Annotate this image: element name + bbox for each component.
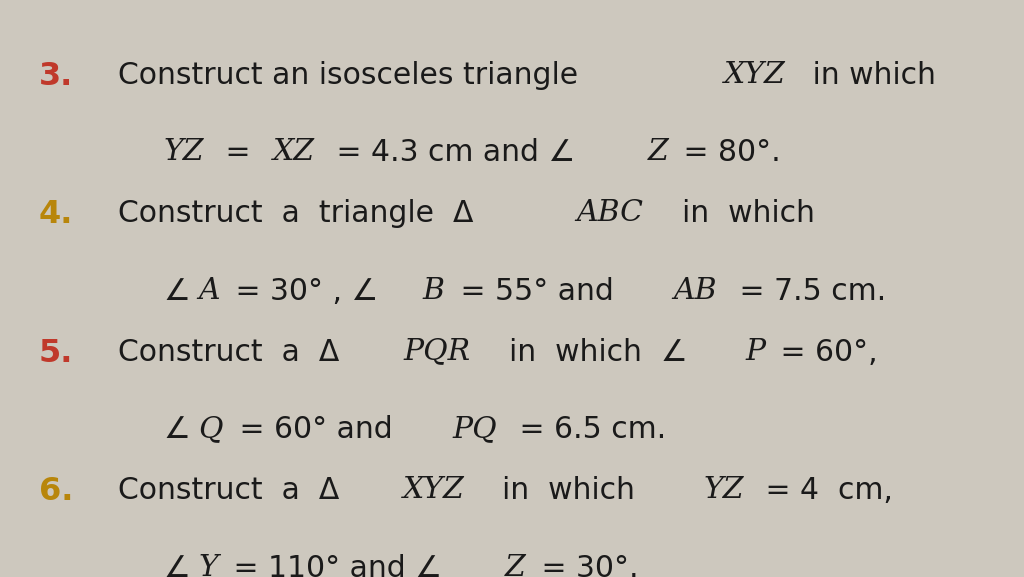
Text: Construct an isosceles triangle: Construct an isosceles triangle: [118, 61, 588, 89]
Text: Q: Q: [199, 415, 223, 444]
Text: = 30°.: = 30°.: [531, 554, 639, 577]
Text: Z: Z: [647, 138, 668, 167]
Text: XYZ: XYZ: [403, 476, 465, 504]
Text: Construct  a  Δ: Construct a Δ: [118, 338, 339, 366]
Text: XZ: XZ: [272, 138, 314, 167]
Text: 3.: 3.: [39, 61, 73, 92]
Text: = 110° and ∠: = 110° and ∠: [224, 554, 441, 577]
Text: = 6.5 cm.: = 6.5 cm.: [510, 415, 666, 444]
Text: B: B: [423, 277, 444, 305]
Text: = 55° and: = 55° and: [452, 277, 624, 306]
Text: = 80°.: = 80°.: [674, 138, 781, 167]
Text: Z: Z: [505, 554, 526, 577]
Text: A: A: [199, 277, 220, 305]
Text: =: =: [216, 138, 260, 167]
Text: P: P: [745, 338, 765, 366]
Text: YZ: YZ: [164, 138, 205, 167]
Text: ∠: ∠: [164, 277, 190, 306]
Text: ABC: ABC: [577, 199, 643, 227]
Text: PQR: PQR: [403, 338, 471, 366]
Text: = 30° , ∠: = 30° , ∠: [226, 277, 379, 306]
Text: in which: in which: [804, 61, 936, 89]
Text: in  which: in which: [663, 199, 815, 228]
Text: in  which: in which: [483, 476, 654, 505]
Text: = 60° and: = 60° and: [230, 415, 402, 444]
Text: ∠: ∠: [164, 554, 190, 577]
Text: = 60°,: = 60°,: [771, 338, 878, 366]
Text: AB: AB: [674, 277, 717, 305]
Text: Construct  a  triangle  Δ: Construct a triangle Δ: [118, 199, 473, 228]
Text: Y: Y: [199, 554, 218, 577]
Text: ∠: ∠: [164, 415, 190, 444]
Text: = 4  cm,: = 4 cm,: [756, 476, 893, 505]
Text: XYZ: XYZ: [724, 61, 785, 89]
Text: 4.: 4.: [39, 199, 74, 230]
Text: = 4.3 cm and ∠: = 4.3 cm and ∠: [327, 138, 575, 167]
Text: PQ: PQ: [453, 415, 497, 444]
Text: 6.: 6.: [39, 476, 74, 507]
Text: 5.: 5.: [39, 338, 74, 369]
Text: in  which  ∠: in which ∠: [490, 338, 688, 366]
Text: = 7.5 cm.: = 7.5 cm.: [730, 277, 886, 306]
Text: Construct  a  Δ: Construct a Δ: [118, 476, 339, 505]
Text: YZ: YZ: [703, 476, 744, 504]
